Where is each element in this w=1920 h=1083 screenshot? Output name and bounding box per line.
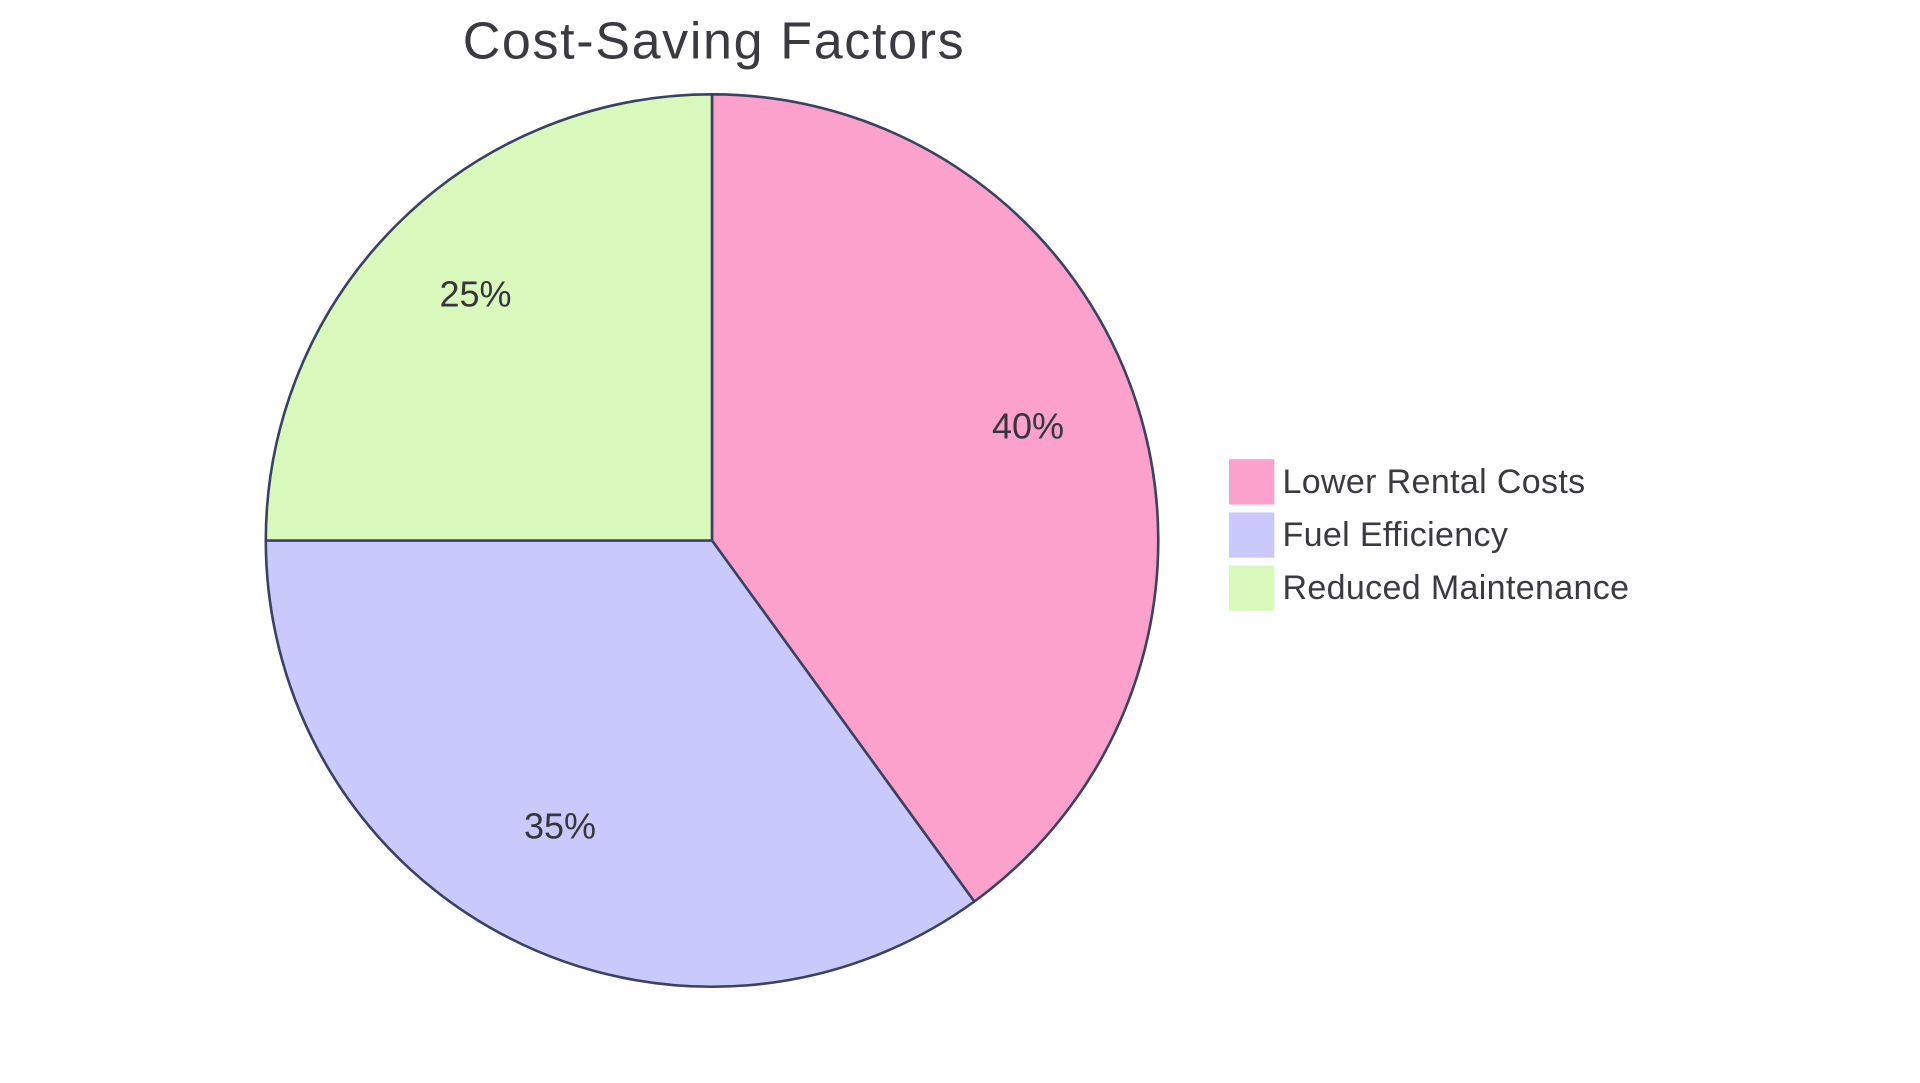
svg-text:Reduced Maintenance: Reduced Maintenance	[1283, 569, 1630, 607]
svg-text:40%: 40%	[992, 406, 1064, 447]
svg-text:Fuel Efficiency: Fuel Efficiency	[1283, 516, 1509, 554]
svg-text:Lower Rental Costs: Lower Rental Costs	[1283, 463, 1586, 501]
svg-text:Cost-Saving Factors: Cost-Saving Factors	[463, 12, 966, 70]
svg-text:35%: 35%	[524, 806, 596, 847]
svg-text:25%: 25%	[439, 274, 511, 315]
